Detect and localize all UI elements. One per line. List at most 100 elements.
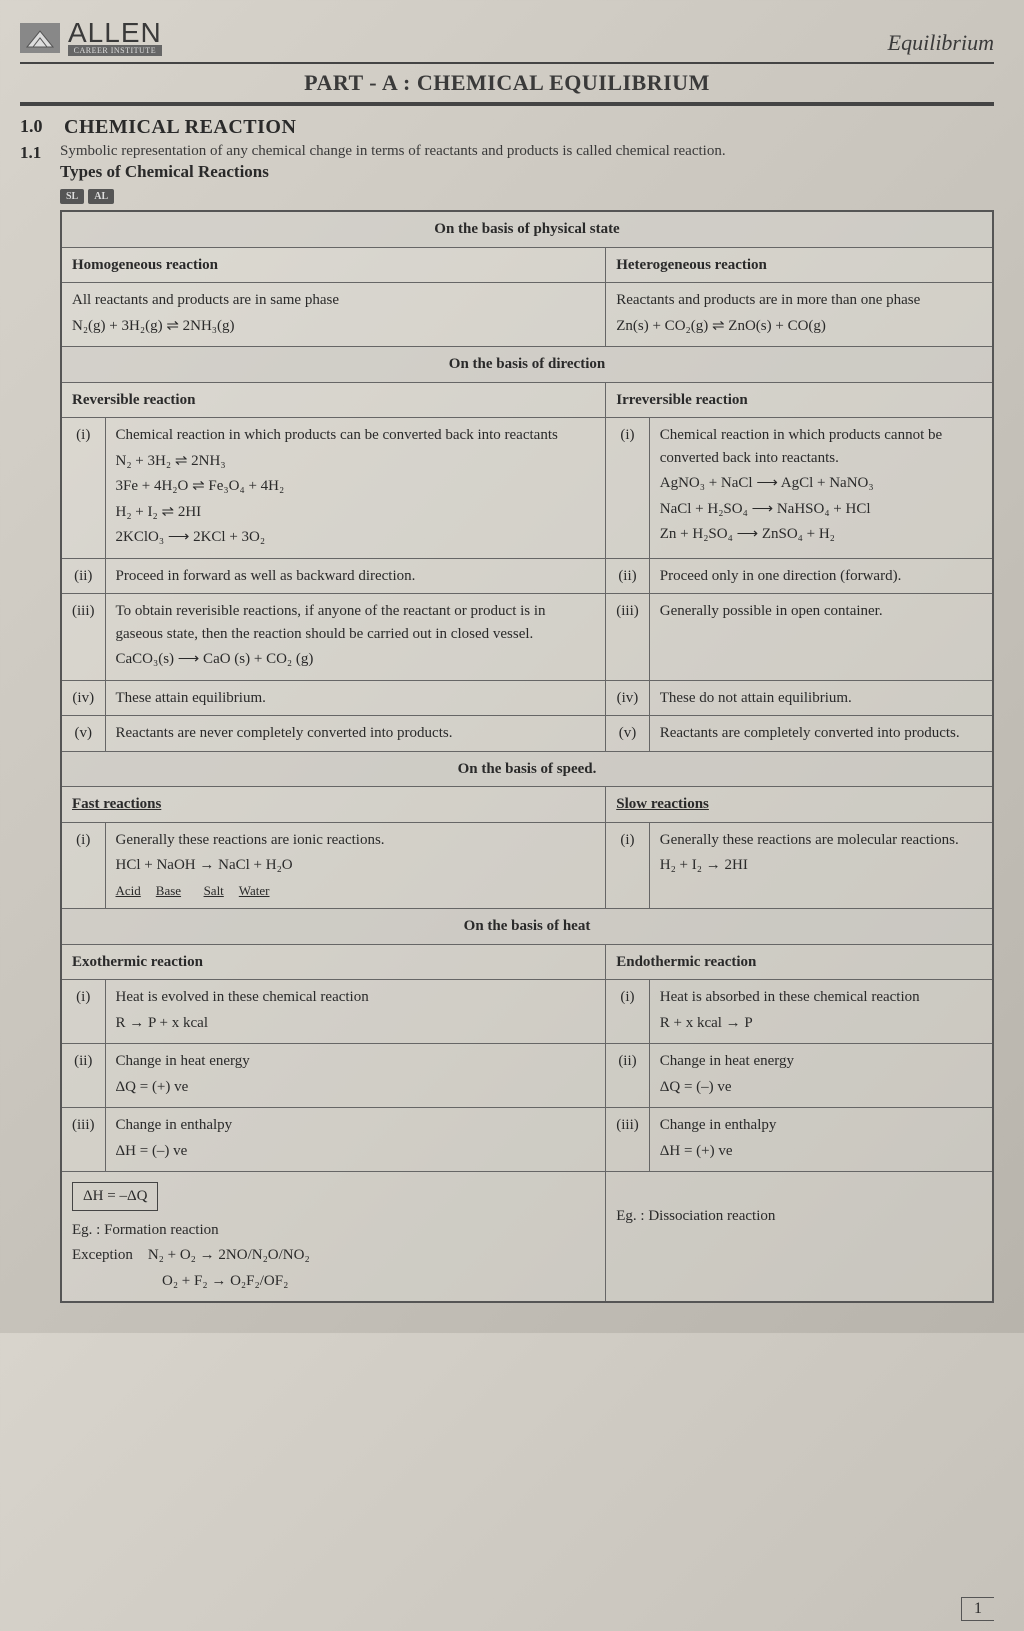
rev-eq: H₂ + I₂ ⇌ 2HI [116,501,596,524]
endo-3: Change in enthalpy ΔH = (+) ve [649,1108,993,1172]
level-tags: SL AL [60,189,114,204]
hetero-desc: Reactants and products are in more than … [616,289,982,312]
exo-2-eq: ΔQ = (+) ve [116,1076,596,1099]
irr-eq: Zn + H₂SO₄ ⟶ ZnSO₄ + H₂ [660,523,982,546]
header: ALLEN CAREER INSTITUTE Equilibrium [20,20,994,56]
irr-4: These do not attain equilibrium. [649,680,993,716]
row-num: (iii) [606,1108,650,1172]
basis-speed: On the basis of speed. [61,751,993,787]
basis-heat: On the basis of heat [61,909,993,945]
row-num: (i) [606,822,650,909]
label-salt: Salt [204,883,224,898]
irr-5: Reactants are completely converted into … [649,716,993,752]
exception-label: Exception [72,1247,133,1263]
slow-eq: H₂ + I₂ → 2HI [660,854,982,877]
row-num: (i) [606,418,650,559]
slow-1: Generally these reactions are molecular … [649,822,993,909]
hetero-header: Heterogeneous reaction [606,247,993,283]
irr-1-text: Chemical reaction in which products cann… [660,424,982,469]
part-title: PART - A : CHEMICAL EQUILIBRIUM [20,70,994,96]
brand-icon [20,23,60,53]
fast-1: Generally these reactions are ionic reac… [105,822,606,909]
rev-4: These attain equilibrium. [105,680,606,716]
exo-1-eq: R → P + x kcal [116,1012,596,1035]
section-title: CHEMICAL REACTION [64,116,296,139]
row-num: (iii) [61,594,105,681]
exo-3: Change in enthalpy ΔH = (–) ve [105,1108,606,1172]
label-acid: Acid [116,883,141,898]
row-num: (iv) [606,680,650,716]
exo-3-text: Change in enthalpy [116,1114,596,1137]
row-num: (iv) [61,680,105,716]
fast-eq: HCl + NaOH → NaCl + H₂O [116,854,596,877]
slow-header: Slow reactions [606,787,993,823]
row-num: (i) [61,980,105,1044]
irr-2: Proceed only in one direction (forward). [649,558,993,594]
tag-sl: SL [60,189,84,204]
row-num: (v) [606,716,650,752]
endo-header: Endothermic reaction [606,944,993,980]
rev-3: To obtain reverisible reactions, if anyo… [105,594,606,681]
row-num: (i) [61,418,105,559]
brand-sub: CAREER INSTITUTE [68,45,162,56]
page-number: 1 [961,1597,994,1621]
subsec-num: 1.1 [20,143,60,1303]
row-num: (iii) [606,594,650,681]
label-base: Base [156,883,181,898]
homo-cell: All reactants and products are in same p… [61,283,606,347]
rev-eq: 2KClO₃ ⟶ 2KCl + 3O₂ [116,526,596,549]
irr-header: Irreversible reaction [606,382,993,418]
irr-eq: AgNO₃ + NaCl ⟶ AgCl + NaNO₃ [660,472,982,495]
endo-2-eq: ΔQ = (–) ve [660,1076,982,1099]
rev-1-text: Chemical reaction in which products can … [116,424,596,447]
slow-text: Generally these reactions are molecular … [660,829,982,852]
intro-text: Symbolic representation of any chemical … [60,143,994,160]
rev-5: Reactants are never completely converted… [105,716,606,752]
hetero-cell: Reactants and products are in more than … [606,283,993,347]
exo-1: Heat is evolved in these chemical reacti… [105,980,606,1044]
exo-1-text: Heat is evolved in these chemical reacti… [116,986,596,1009]
brand-name: ALLEN [68,20,162,45]
exception-eq1: N₂ + O₂ → 2NO/N₂O/NO₂ [148,1247,310,1263]
row-num: (ii) [606,1044,650,1108]
exo-header: Exothermic reaction [61,944,606,980]
section-1: 1.0 CHEMICAL REACTION [20,116,994,139]
homo-desc: All reactants and products are in same p… [72,289,595,312]
rev-eq: N₂ + 3H₂ ⇌ 2NH₃ [116,450,596,473]
basis-physical: On the basis of physical state [61,211,993,247]
homo-eq: N₂(g) + 3H₂(g) ⇌ 2NH₃(g) [72,315,595,338]
fast-text: Generally these reactions are ionic reac… [116,829,596,852]
exo-3-eq: ΔH = (–) ve [116,1140,596,1163]
tag-al: AL [88,189,114,204]
label-water: Water [239,883,270,898]
endo-1-text: Heat is absorbed in these chemical react… [660,986,982,1009]
rev-header: Reversible reaction [61,382,606,418]
row-num: (ii) [606,558,650,594]
basis-direction: On the basis of direction [61,347,993,383]
row-num: (i) [606,980,650,1044]
endo-1: Heat is absorbed in these chemical react… [649,980,993,1044]
row-num: (ii) [61,558,105,594]
irr-3: Generally possible in open container. [649,594,993,681]
endo-2-text: Change in heat energy [660,1050,982,1073]
relation-box: ΔH = –ΔQ [72,1182,158,1211]
endo-3-text: Change in enthalpy [660,1114,982,1137]
exception-eq2: O₂ + F₂ → O₂F₂/OF₂ [72,1270,595,1293]
rev-1: Chemical reaction in which products can … [105,418,606,559]
section-num: 1.0 [20,116,60,137]
row-num: (i) [61,822,105,909]
divider-thick [20,102,994,106]
exo-2-text: Change in heat energy [116,1050,596,1073]
row-num: (iii) [61,1108,105,1172]
row-num: (v) [61,716,105,752]
hetero-eq: Zn(s) + CO₂(g) ⇌ ZnO(s) + CO(g) [616,315,982,338]
endo-1-eq: R + x kcal → P [660,1012,982,1035]
endo-3-eq: ΔH = (+) ve [660,1140,982,1163]
classification-table: On the basis of physical state Homogeneo… [60,210,994,1303]
irr-1: Chemical reaction in which products cann… [649,418,993,559]
rev-2: Proceed in forward as well as backward d… [105,558,606,594]
fast-header: Fast reactions [61,787,606,823]
subsection-1-1: 1.1 Symbolic representation of any chemi… [20,143,994,1303]
endo-footer: Eg. : Dissociation reaction [606,1172,993,1303]
rev-3-text: To obtain reverisible reactions, if anyo… [116,600,596,645]
